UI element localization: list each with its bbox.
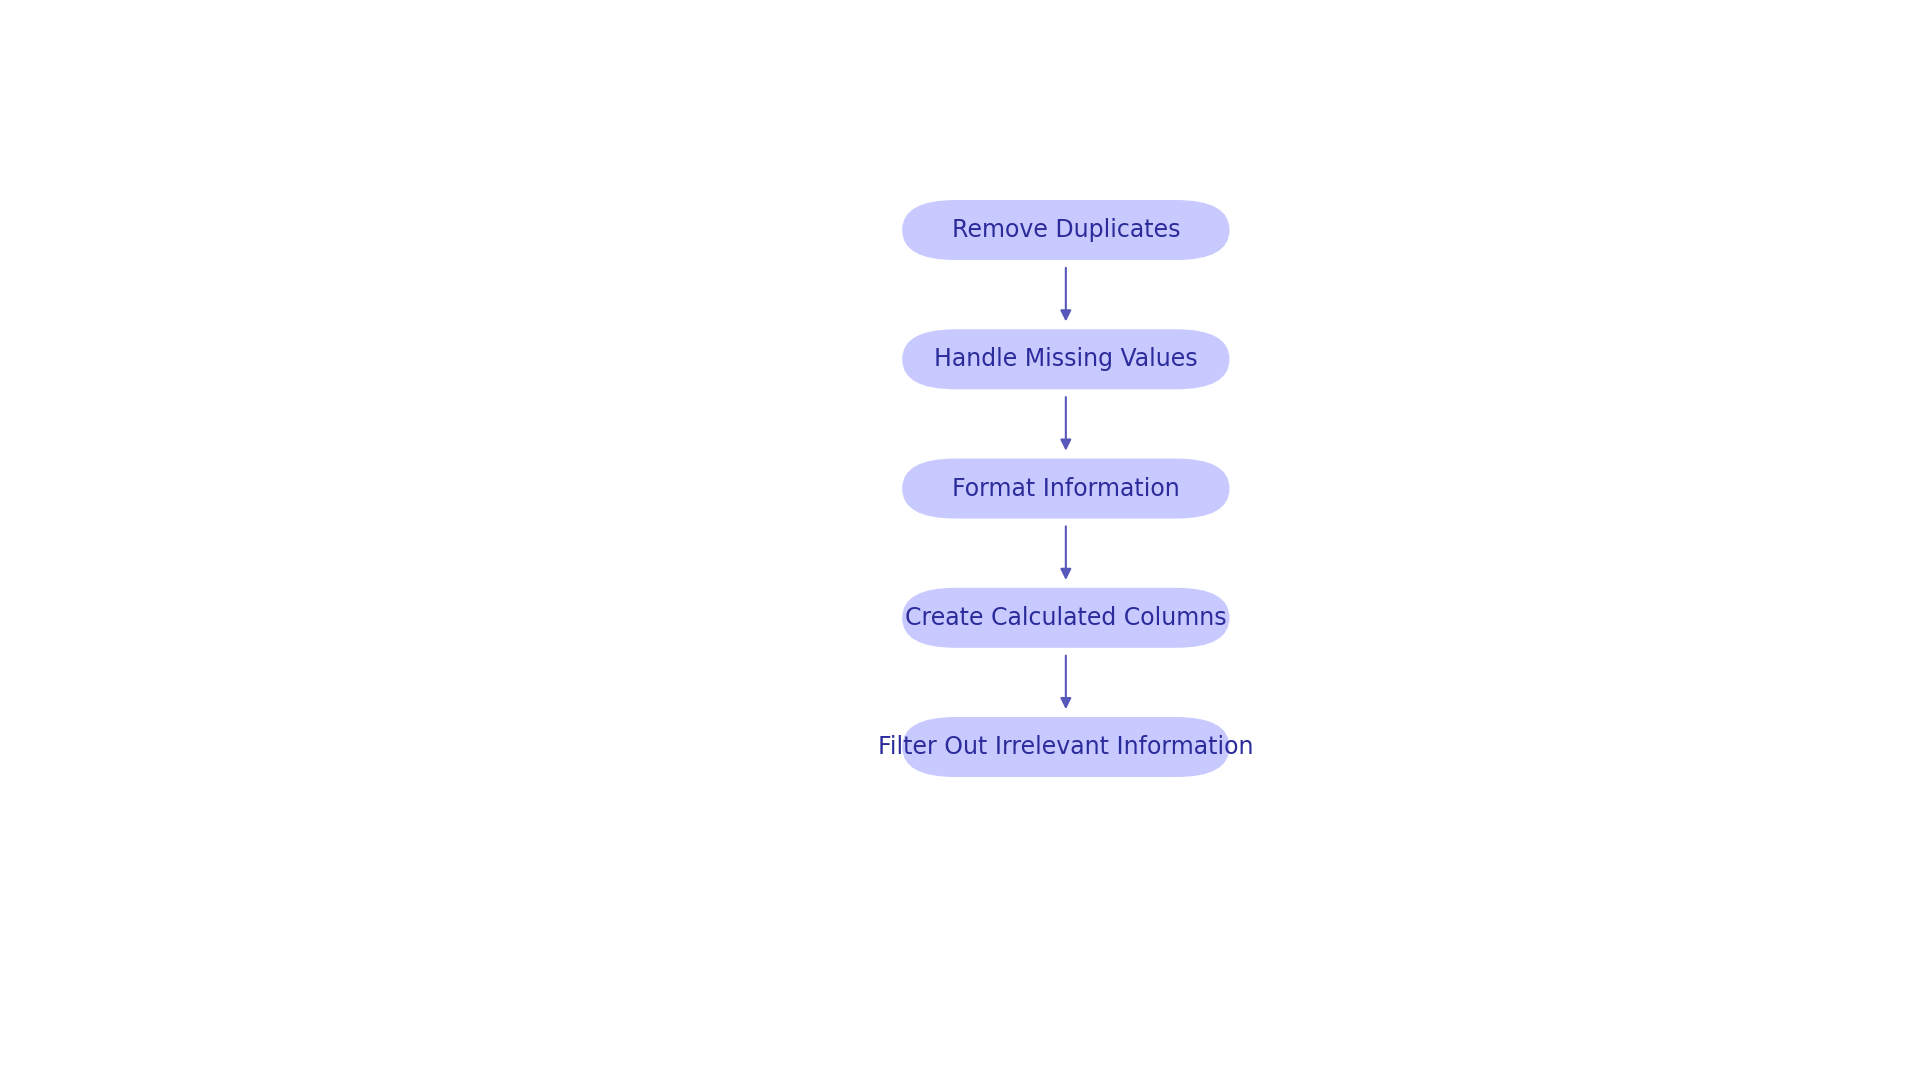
Text: Remove Duplicates: Remove Duplicates [952, 218, 1181, 242]
FancyBboxPatch shape [902, 717, 1229, 778]
Text: Format Information: Format Information [952, 477, 1179, 500]
FancyBboxPatch shape [902, 458, 1229, 519]
FancyBboxPatch shape [902, 588, 1229, 648]
Text: Filter Out Irrelevant Information: Filter Out Irrelevant Information [877, 735, 1254, 759]
Text: Handle Missing Values: Handle Missing Values [933, 348, 1198, 371]
Text: Create Calculated Columns: Create Calculated Columns [904, 605, 1227, 630]
FancyBboxPatch shape [902, 329, 1229, 389]
FancyBboxPatch shape [902, 200, 1229, 260]
